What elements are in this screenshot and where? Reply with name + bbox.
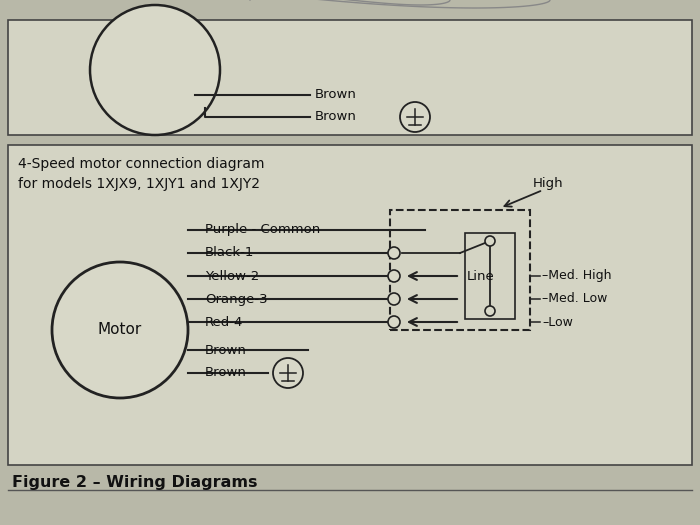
Circle shape	[485, 306, 495, 316]
Circle shape	[388, 247, 400, 259]
Text: Motor: Motor	[98, 322, 142, 338]
Text: Purple - Common: Purple - Common	[205, 224, 321, 236]
Circle shape	[485, 236, 495, 246]
Text: Figure 2 – Wiring Diagrams: Figure 2 – Wiring Diagrams	[12, 475, 258, 490]
Bar	[8, 20, 692, 135]
Text: –Med. High: –Med. High	[542, 269, 612, 282]
Text: Brown: Brown	[205, 343, 247, 356]
Circle shape	[90, 5, 220, 135]
Circle shape	[400, 102, 430, 132]
Text: Black-1: Black-1	[205, 247, 254, 259]
Text: 4-Speed motor connection diagram: 4-Speed motor connection diagram	[18, 157, 265, 171]
Text: Red-4: Red-4	[205, 316, 244, 329]
Text: Brown: Brown	[205, 366, 247, 380]
Text: Line: Line	[467, 269, 495, 282]
Bar	[465, 233, 515, 319]
Text: Brown: Brown	[315, 89, 357, 101]
Text: –Med. Low: –Med. Low	[542, 292, 608, 306]
Text: for models 1XJX9, 1XJY1 and 1XJY2: for models 1XJX9, 1XJY1 and 1XJY2	[18, 177, 260, 191]
Circle shape	[273, 358, 303, 388]
Text: Brown: Brown	[315, 110, 357, 123]
Circle shape	[388, 270, 400, 282]
Text: Yellow-2: Yellow-2	[205, 269, 259, 282]
Circle shape	[52, 262, 188, 398]
Circle shape	[388, 293, 400, 305]
Text: Orange-3: Orange-3	[205, 292, 267, 306]
Bar	[8, 145, 692, 465]
Bar	[390, 210, 530, 330]
Text: –Low: –Low	[542, 316, 573, 329]
Text: High: High	[533, 177, 564, 190]
Circle shape	[388, 316, 400, 328]
